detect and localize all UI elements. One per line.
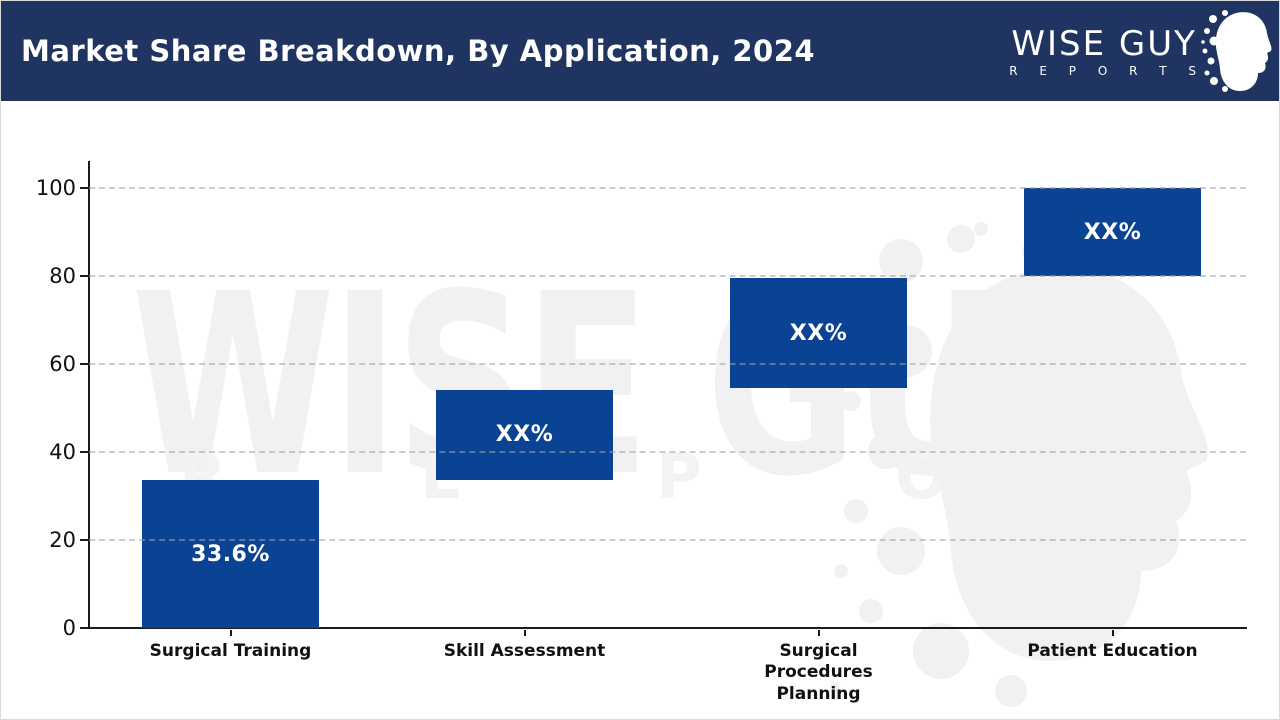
y-tick-mark	[80, 539, 88, 541]
x-tick-mark	[1111, 630, 1114, 636]
grid-line	[89, 363, 1246, 365]
bar: 33.6%	[142, 480, 319, 628]
y-tick-label: 20	[49, 528, 76, 552]
header-band: Market Share Breakdown, By Application, …	[1, 1, 1279, 101]
bar-value-label: 33.6%	[191, 541, 270, 567]
x-category-label: Surgical Training	[149, 641, 312, 661]
y-tick-mark	[80, 627, 88, 629]
y-tick-label: 60	[49, 352, 76, 376]
grid-line	[89, 539, 1246, 541]
bar: XX%	[730, 278, 907, 389]
bar-value-label: XX%	[1083, 219, 1142, 245]
grid-line	[89, 187, 1246, 189]
logo-wordmark: WISE GUY R E P O R T S	[1003, 27, 1205, 78]
bar-value-label: XX%	[789, 320, 848, 346]
bar: XX%	[436, 389, 613, 481]
y-axis-line	[88, 161, 90, 629]
grid-line	[89, 451, 1246, 453]
bar-value-label: XX%	[495, 422, 554, 448]
x-category-label: Skill Assessment	[443, 641, 606, 661]
chart-title: Market Share Breakdown, By Application, …	[21, 34, 816, 68]
logo-wordmark-line2: R E P O R T S	[1009, 64, 1205, 78]
x-tick-mark	[229, 630, 232, 636]
x-category-label: Patient Education	[1027, 641, 1198, 661]
y-tick-label: 100	[35, 176, 76, 200]
x-tick-mark	[523, 630, 526, 636]
bar: XX%	[1024, 188, 1201, 276]
y-tick-label: 80	[49, 264, 76, 288]
y-tick-label: 0	[62, 616, 76, 640]
y-tick-mark	[80, 187, 88, 189]
y-tick-mark	[80, 363, 88, 365]
wise-guy-logo: WISE GUY R E P O R T S	[1009, 1, 1273, 101]
x-axis-line	[88, 627, 1247, 629]
x-tick-mark	[817, 630, 820, 636]
logo-head-icon	[1201, 10, 1272, 92]
y-tick-mark	[80, 451, 88, 453]
logo-wordmark-line1: WISE GUY	[1011, 24, 1197, 64]
grid-line	[89, 275, 1246, 277]
x-category-label: Surgical Procedures Planning	[764, 641, 873, 704]
y-tick-mark	[80, 275, 88, 277]
y-tick-label: 40	[49, 440, 76, 464]
